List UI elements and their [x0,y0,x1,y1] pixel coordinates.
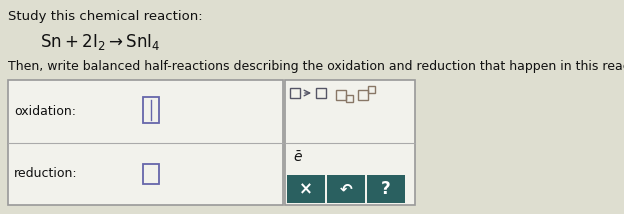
Bar [143,164,159,184]
Bar [358,90,368,100]
Text: Then, write balanced half-reactions describing the oxidation and reduction that : Then, write balanced half-reactions desc… [8,60,624,73]
Text: ×: × [299,180,313,198]
Text: $\mathrm{Sn + 2I_2 \rightarrow SnI_4}$: $\mathrm{Sn + 2I_2 \rightarrow SnI_4}$ [40,32,160,52]
Text: oxidation:: oxidation: [14,105,76,118]
Bar [287,175,325,203]
Bar [143,97,159,123]
Text: reduction:: reduction: [14,167,77,180]
Text: ?: ? [381,180,391,198]
Text: $\bar{e}$: $\bar{e}$ [293,150,303,165]
Bar [327,175,365,203]
Bar [368,86,375,93]
Bar [290,88,300,98]
Bar [346,95,353,102]
Bar [367,175,405,203]
Text: ↶: ↶ [339,181,353,196]
Bar [8,80,283,205]
Bar [285,80,415,205]
Bar [336,90,346,100]
Bar [316,88,326,98]
Text: Study this chemical reaction:: Study this chemical reaction: [8,10,203,23]
